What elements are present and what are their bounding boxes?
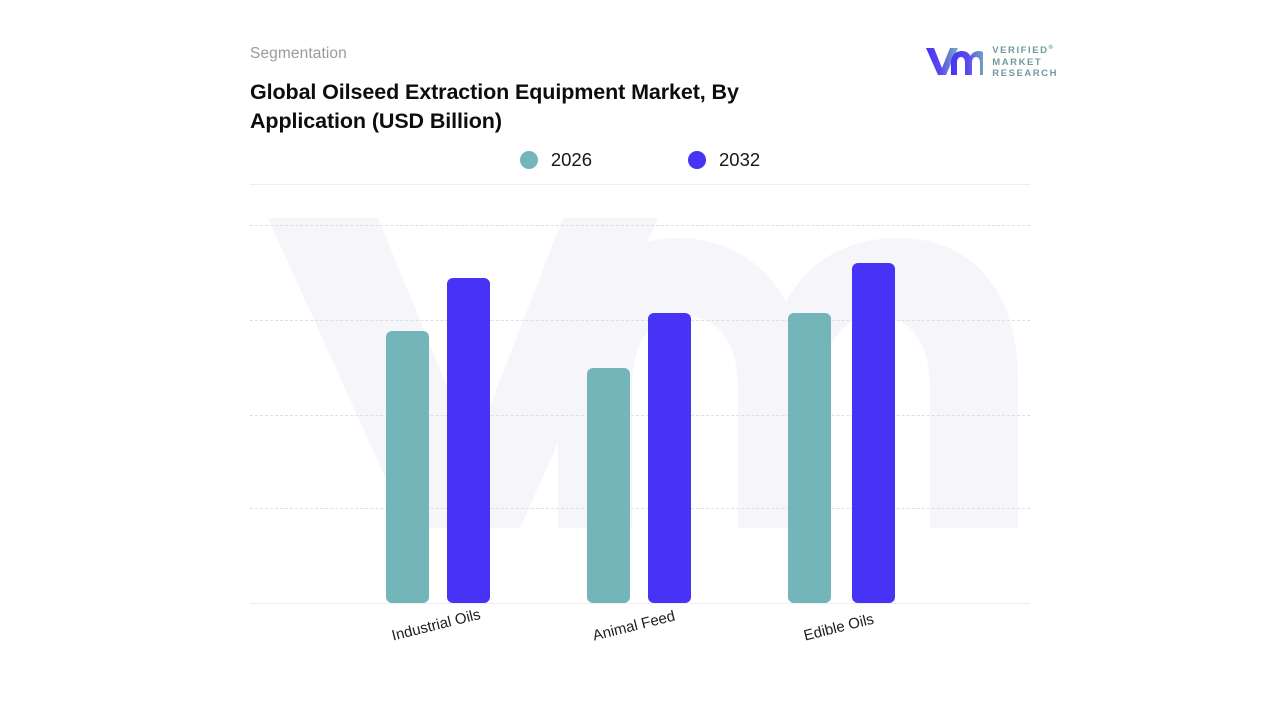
segmentation-eyebrow: Segmentation [250,45,347,62]
legend-item-2026[interactable]: 2026 [519,149,592,170]
bar-animal-feed-2026[interactable] [587,368,630,603]
legend-label-2032: 2032 [719,149,761,170]
legend-separator [250,184,1030,185]
legend-swatch-icon-2026 [519,151,538,169]
plot-area [250,184,1030,604]
x-axis-baseline [250,603,1030,604]
chart-header: Segmentation Global Oilseed Extraction E… [250,44,1040,136]
bar-animal-feed-2032[interactable] [648,313,691,603]
x-label-industrial-oils: Industrial Oils [390,606,483,645]
vm-monogram-icon [926,47,984,75]
gridline-4 [250,225,1030,226]
verified-market-research-logo: VERIFIED® MARKET RESEARCH [925,42,1058,79]
x-axis-labels: Industrial Oils Animal Feed Edible Oils [250,604,1030,694]
bar-industrial-oils-2032[interactable] [447,278,490,603]
chart-legend: 2026 2032 [250,150,1030,170]
bar-edible-oils-2026[interactable] [788,313,831,603]
gridline-2 [250,415,1030,416]
legend-swatch-icon-2032 [688,151,706,169]
bars-layer [250,184,1030,604]
logo-line-market: MARKET [992,56,1043,68]
page-title: Global Oilseed Extraction Equipment Mark… [250,80,739,133]
logo-line-research: RESEARCH [992,68,1058,80]
gridline-3 [250,320,1030,321]
gridline-1 [250,508,1030,509]
x-label-edible-oils: Edible Oils [802,610,876,645]
logo-wordmark: VERIFIED® MARKET RESEARCH [992,42,1058,79]
bar-edible-oils-2032[interactable] [852,263,895,603]
bar-industrial-oils-2026[interactable] [386,331,429,603]
logo-line-verified: VERIFIED® [992,45,1053,57]
legend-label-2026: 2026 [550,149,592,170]
legend-item-2032[interactable]: 2032 [688,150,760,170]
x-label-animal-feed: Animal Feed [591,607,677,645]
